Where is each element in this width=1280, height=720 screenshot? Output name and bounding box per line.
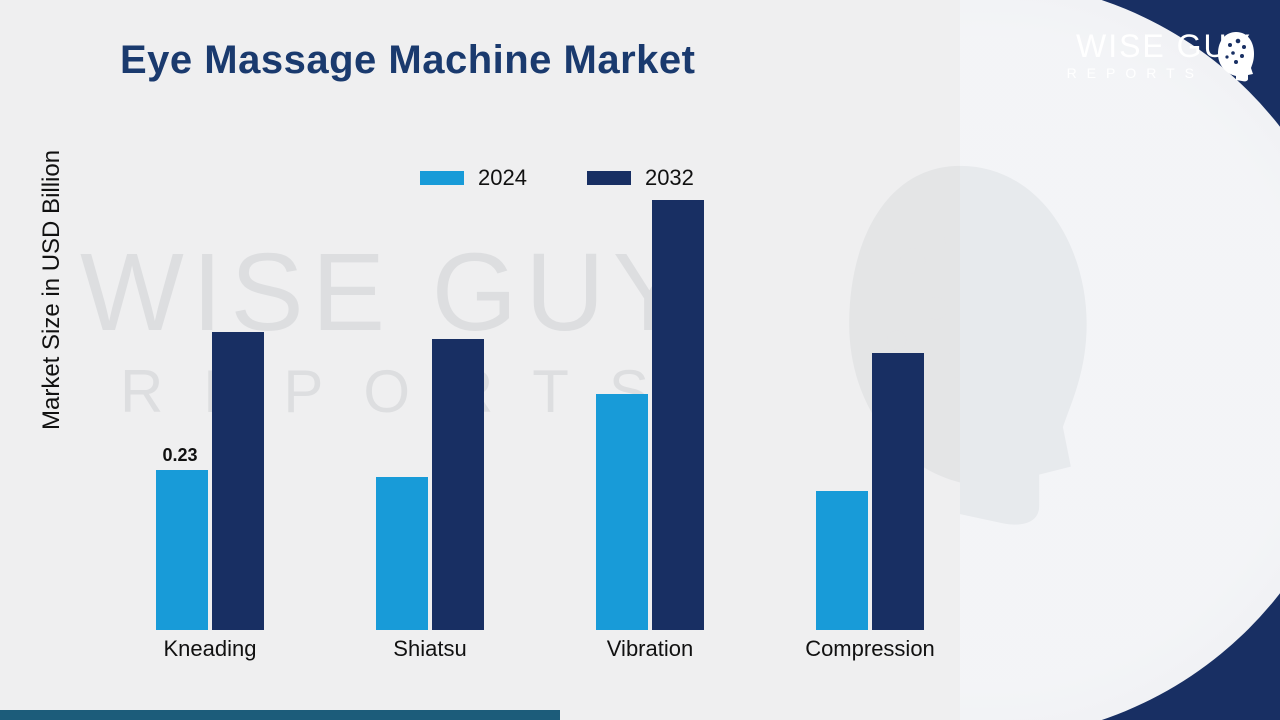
legend: 2024 2032 xyxy=(420,165,694,191)
bar-2032-shiatsu xyxy=(430,339,486,630)
legend-label-2024: 2024 xyxy=(478,165,527,191)
bar xyxy=(816,491,868,630)
bar-2024-compression xyxy=(814,491,870,630)
bar-2024-shiatsu xyxy=(374,477,430,630)
category-label: Kneading xyxy=(110,630,310,662)
bar-2024-vibration xyxy=(594,394,650,630)
legend-swatch-2024 xyxy=(420,171,464,185)
footer-accent-bar xyxy=(0,710,560,720)
y-axis-label: Market Size in USD Billion xyxy=(38,150,66,430)
bar-2032-kneading xyxy=(210,332,266,630)
plot-area: 0.23 Kneading Shiatsu Vibrati xyxy=(100,200,930,660)
infographic-canvas: WISE GUY REPORTS Eye Massage Machine Mar… xyxy=(0,0,1280,720)
legend-item-2024: 2024 xyxy=(420,165,527,191)
category-label: Vibration xyxy=(550,630,750,662)
bar-group-vibration: Vibration xyxy=(580,200,720,630)
bar-2032-compression xyxy=(870,353,926,630)
bar xyxy=(872,353,924,630)
legend-item-2032: 2032 xyxy=(587,165,694,191)
brand-head-icon xyxy=(1214,30,1258,82)
legend-label-2032: 2032 xyxy=(645,165,694,191)
category-label: Compression xyxy=(770,630,970,662)
bar xyxy=(432,339,484,630)
bar xyxy=(156,470,208,630)
bar-group-shiatsu: Shiatsu xyxy=(360,339,500,630)
bar xyxy=(596,394,648,630)
category-label: Shiatsu xyxy=(330,630,530,662)
bar-value-label: 0.23 xyxy=(154,445,206,470)
bar-2024-kneading: 0.23 xyxy=(154,470,210,630)
legend-swatch-2032 xyxy=(587,171,631,185)
bar xyxy=(376,477,428,630)
bar xyxy=(212,332,264,630)
bar-2032-vibration xyxy=(650,200,706,630)
bar-group-compression: Compression xyxy=(800,353,940,630)
chart-title: Eye Massage Machine Market xyxy=(120,38,695,83)
brand-logo: WISE GUY REPORTS xyxy=(1067,28,1252,81)
bar-group-kneading: 0.23 Kneading xyxy=(140,332,280,630)
bar xyxy=(652,200,704,630)
